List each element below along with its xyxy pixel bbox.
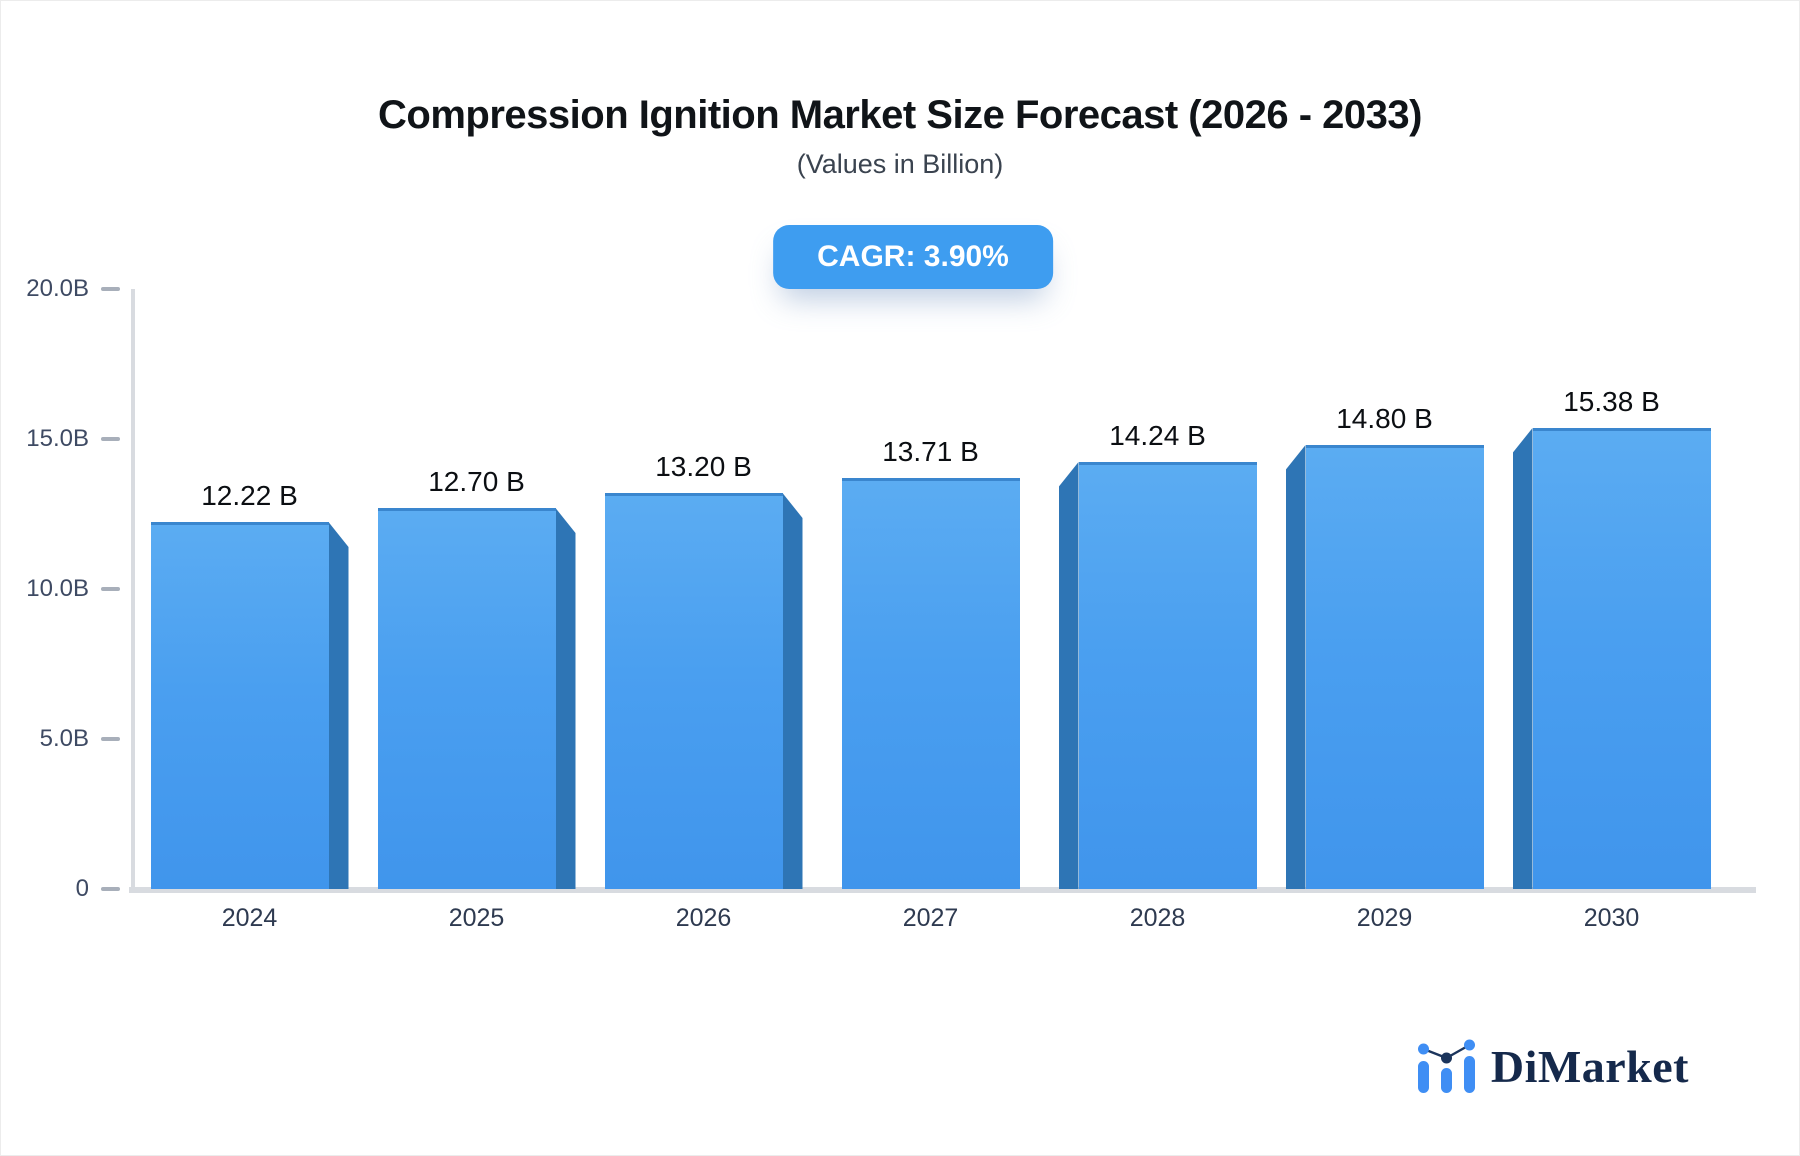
y-tick-label: 15.0B	[26, 425, 89, 452]
y-tick-label: 0	[75, 875, 89, 902]
y-tick-dash	[101, 887, 120, 891]
bar-2025	[377, 508, 576, 889]
y-tick-label: 20.0B	[26, 275, 89, 302]
bar-side	[328, 522, 349, 889]
bar-slot-2025: 12.70 B 2025	[363, 1, 590, 932]
y-tick-dash	[101, 737, 120, 741]
bar-value-label: 12.70 B	[428, 466, 525, 497]
bar-side	[1058, 462, 1079, 889]
bar-2029	[1285, 445, 1484, 889]
x-axis-label: 2027	[902, 904, 959, 932]
y-tick-dash	[101, 437, 120, 441]
bar-slot-2024: 12.22 B 2024	[136, 1, 363, 932]
bar-face	[150, 522, 329, 889]
y-tick-dash	[101, 287, 120, 291]
bar-face	[1532, 428, 1711, 889]
x-axis-baseline	[129, 887, 1756, 893]
x-axis-label: 2025	[448, 904, 505, 932]
x-axis-label: 2024	[221, 904, 278, 932]
bar-slot-2026: 13.20 B 2026	[590, 1, 817, 932]
bar-side	[1285, 445, 1306, 889]
bar-chart-with-dots-icon	[1417, 1039, 1475, 1093]
bar-slot-2027: 13.71 B 2027	[817, 1, 1044, 932]
x-axis-label: 2030	[1583, 904, 1640, 932]
chart-title: Compression Ignition Market Size Forecas…	[378, 93, 1422, 137]
bar-face	[377, 508, 556, 889]
bar-face	[604, 493, 783, 889]
bar-slot-2030: 15.38 B 2030	[1498, 1, 1725, 932]
brand-name: DiMarket	[1490, 1040, 1689, 1092]
bar-value-label: 15.38 B	[1563, 386, 1660, 417]
y-tick-label: 5.0B	[39, 725, 89, 752]
bar-slot-2029: 14.80 B 2029	[1271, 1, 1498, 932]
bar-2030	[1512, 428, 1711, 889]
bar-2028	[1058, 462, 1257, 889]
bar-2024	[150, 522, 349, 889]
bar-value-label: 13.71 B	[882, 436, 979, 467]
x-axis-label: 2028	[1129, 904, 1186, 932]
cagr-badge: CAGR: 3.90%	[773, 225, 1053, 289]
y-axis-line	[131, 289, 135, 889]
bar-value-label: 12.22 B	[201, 480, 298, 511]
brand-logo: DiMarket	[1417, 1037, 1689, 1095]
bar-side	[555, 508, 576, 889]
bar-2026	[604, 493, 803, 889]
bar-value-label: 14.80 B	[1336, 403, 1433, 434]
bar-side	[782, 493, 803, 889]
y-tick-dash	[101, 587, 120, 591]
bar-2027	[841, 478, 1020, 889]
bar-value-label: 14.24 B	[1109, 420, 1206, 451]
bars-layer: 12.22 B 2024 12.70 B 2025 13.20 B 2026 13.71 B…	[136, 1, 1725, 932]
bar-face	[1305, 445, 1484, 889]
x-axis-label: 2029	[1356, 904, 1413, 932]
chart-subtitle: (Values in Billion)	[796, 149, 1004, 179]
x-axis-label: 2026	[675, 904, 732, 932]
bar-slot-2028: 14.24 B 2028	[1044, 1, 1271, 932]
bar-face	[841, 478, 1020, 889]
y-tick-label: 10.0B	[26, 575, 89, 602]
bar-side	[1512, 428, 1533, 889]
bar-face	[1078, 462, 1257, 889]
bar-value-label: 13.20 B	[655, 451, 752, 482]
